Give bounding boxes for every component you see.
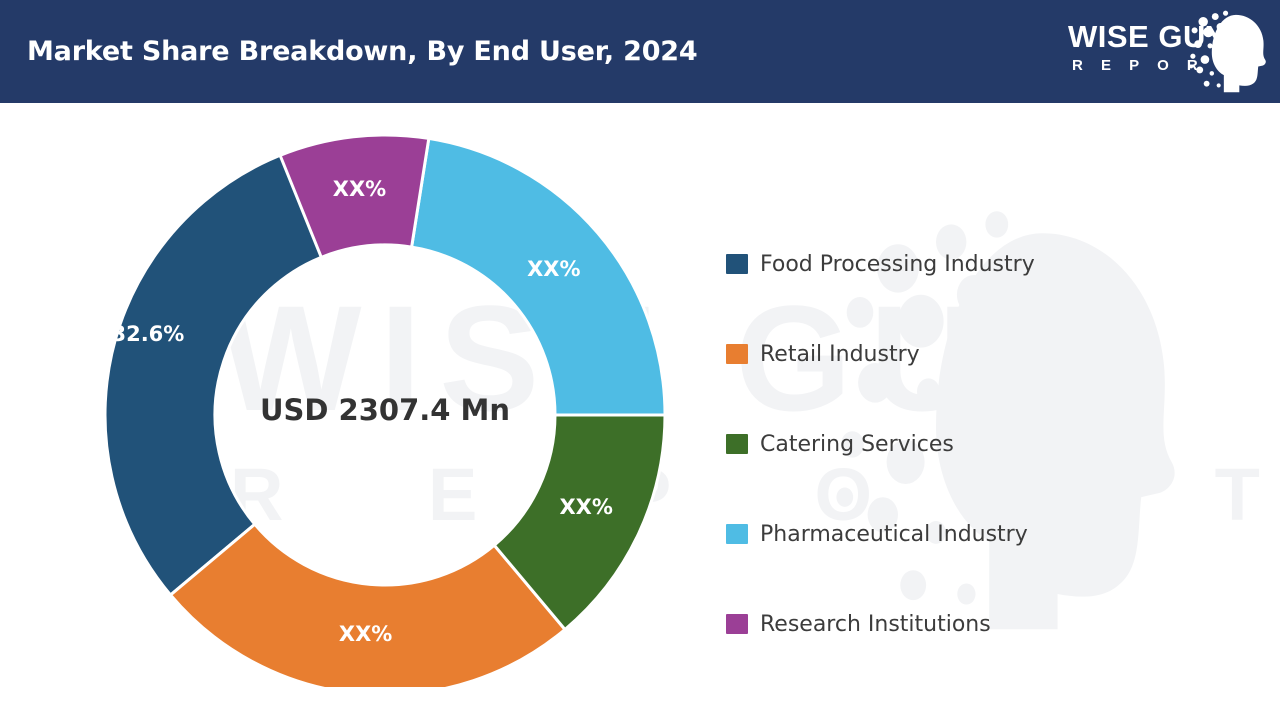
donut-slice[interactable]	[278, 133, 431, 260]
slice-value-label: XX%	[527, 256, 581, 281]
donut-slice[interactable]	[168, 522, 568, 687]
brand-logo: WISE GUY R E P O R T S	[1062, 8, 1272, 94]
legend-color-swatch	[726, 524, 748, 544]
legend-item[interactable]: Catering Services	[726, 431, 1146, 457]
legend-item-label: Food Processing Industry	[760, 251, 1035, 277]
slice-value-label: 32.6%	[111, 321, 185, 346]
head-silhouette-icon	[1189, 10, 1266, 93]
page-header: Market Share Breakdown, By End User, 202…	[0, 0, 1280, 103]
legend-item[interactable]: Research Institutions	[726, 611, 1146, 637]
legend-item[interactable]: Food Processing Industry	[726, 251, 1146, 277]
legend-item[interactable]: Retail Industry	[726, 341, 1146, 367]
donut-chart-svg	[103, 133, 667, 687]
page-title: Market Share Breakdown, By End User, 202…	[27, 36, 698, 67]
chart-legend: Food Processing Industry Retail Industry C…	[726, 251, 1146, 703]
legend-item-label: Catering Services	[760, 431, 954, 457]
slice-value-label: XX%	[559, 494, 613, 519]
legend-item-label: Pharmaceutical Industry	[760, 521, 1028, 547]
legend-item-label: Retail Industry	[760, 341, 920, 367]
legend-color-swatch	[726, 254, 748, 274]
legend-item[interactable]: Pharmaceutical Industry	[726, 521, 1146, 547]
legend-item-label: Research Institutions	[760, 611, 991, 637]
donut-center-label: USD 2307.4 Mn	[259, 393, 511, 427]
legend-color-swatch	[726, 614, 748, 634]
donut-slice[interactable]	[409, 136, 667, 417]
donut-chart: 32.6% XX% XX% XX% XX% USD 2307.4 Mn	[100, 107, 670, 687]
chart-body: WISE GUY R E P O R T S	[0, 103, 1280, 720]
legend-color-swatch	[726, 434, 748, 454]
legend-color-swatch	[726, 344, 748, 364]
slice-value-label: XX%	[338, 622, 393, 647]
donut-slice[interactable]	[492, 413, 667, 632]
slice-value-label: XX%	[332, 177, 387, 202]
